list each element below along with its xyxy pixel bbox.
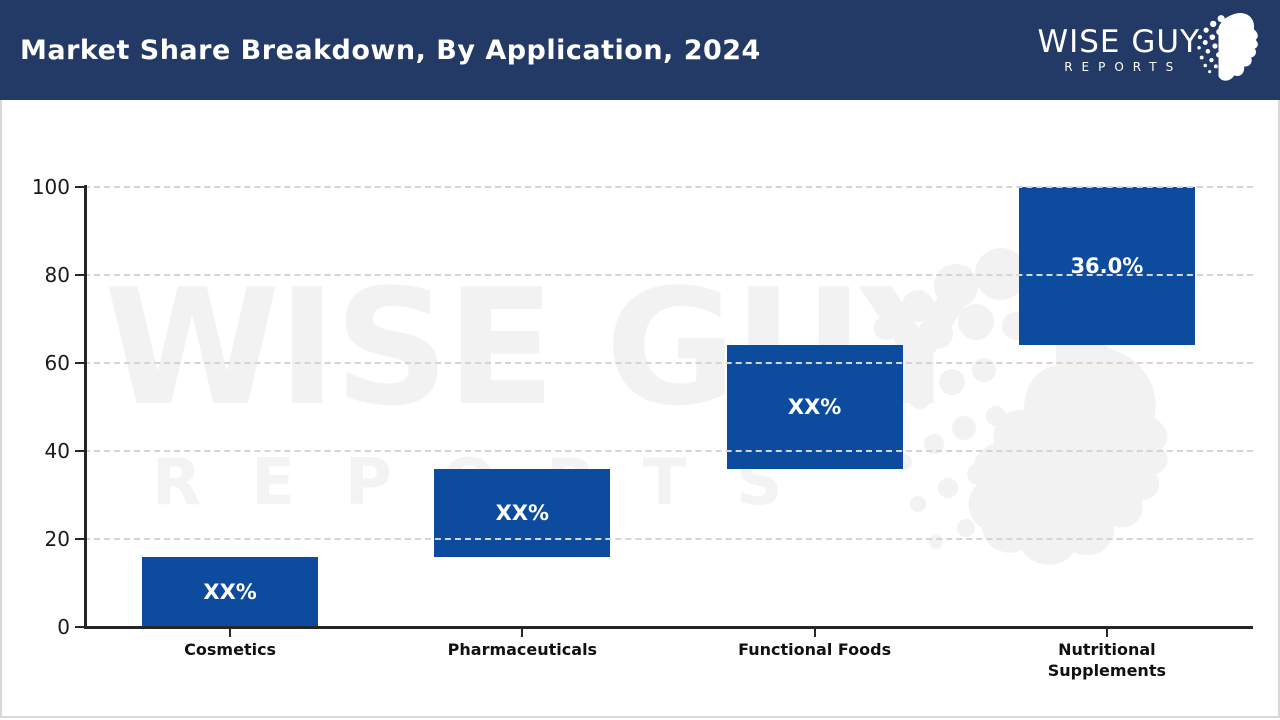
bar-functional-foods: XX% xyxy=(726,345,903,469)
x-tick-nutritional-supplements xyxy=(1105,628,1108,637)
gridline-20 xyxy=(84,538,1253,540)
x-tick-label-pharmaceuticals: Pharmaceuticals xyxy=(447,640,598,659)
gridline-80 xyxy=(84,274,1253,276)
brand-logo: WISE GUY REPORTS xyxy=(1037,8,1266,92)
y-tick-0 xyxy=(75,626,84,628)
x-tick-pharmaceuticals xyxy=(521,628,524,637)
bar-value-label-cosmetics: XX% xyxy=(203,579,257,604)
x-tick-cosmetics xyxy=(229,628,232,637)
y-tick-label-40: 40 xyxy=(44,439,70,463)
chart-title: Market Share Breakdown, By Application, … xyxy=(20,34,761,66)
gridline-40 xyxy=(84,450,1253,452)
bar-value-label-pharmaceuticals: XX% xyxy=(495,500,550,525)
watermark-head-icon xyxy=(866,248,1168,565)
gridline-100 xyxy=(84,186,1253,188)
logo-wordmark: WISE GUY xyxy=(1037,24,1200,60)
y-tick-label-80: 80 xyxy=(44,263,70,287)
gridline-60 xyxy=(84,362,1253,364)
x-tick-label-nutritional-supplements: Nutritional Supplements xyxy=(1047,640,1166,680)
y-tick-label-0: 0 xyxy=(57,615,70,639)
y-tick-40 xyxy=(75,450,84,452)
x-tick-functional-foods xyxy=(813,628,816,637)
bar-nutritional-supplements: 36.0% xyxy=(1018,187,1195,346)
x-axis-spine xyxy=(84,626,1253,629)
y-tick-label-100: 100 xyxy=(31,175,70,199)
head-profile-icon xyxy=(1197,12,1258,81)
y-tick-20 xyxy=(75,538,84,540)
header: Market Share Breakdown, By Application, … xyxy=(0,0,1280,100)
bar-cosmetics: XX% xyxy=(142,556,319,627)
y-tick-60 xyxy=(75,362,84,364)
logo-subtext: REPORTS xyxy=(1064,60,1183,74)
y-tick-80 xyxy=(75,274,84,276)
bar-pharmaceuticals: XX% xyxy=(434,468,611,557)
y-axis-spine xyxy=(84,185,87,629)
y-tick-label-20: 20 xyxy=(44,527,70,551)
x-tick-label-functional-foods: Functional Foods xyxy=(738,640,892,659)
bar-value-label-functional-foods: XX% xyxy=(787,394,842,419)
x-tick-label-cosmetics: Cosmetics xyxy=(184,640,277,659)
y-tick-label-60: 60 xyxy=(44,351,70,375)
y-tick-100 xyxy=(75,186,84,188)
brand-logo-text: WISE GUY REPORTS xyxy=(1037,26,1200,74)
